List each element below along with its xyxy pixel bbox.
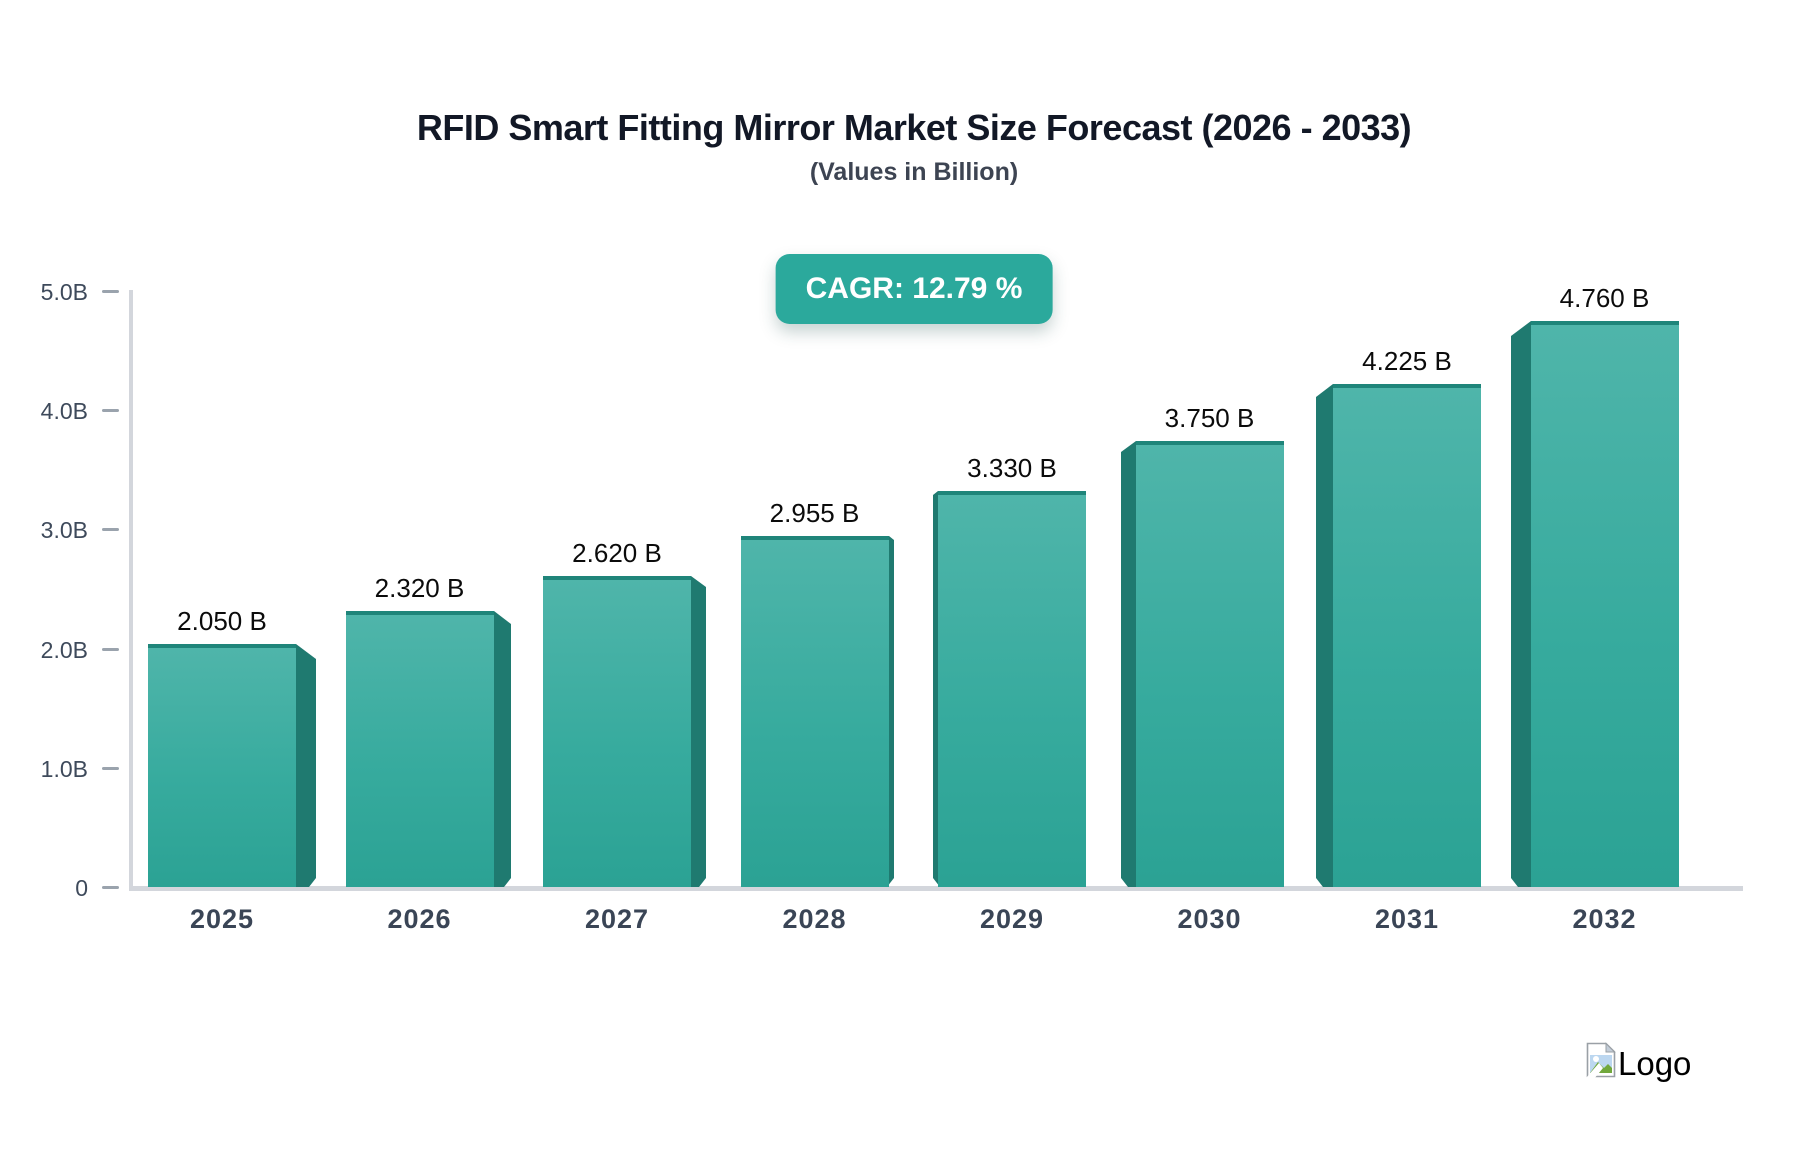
chart-title: RFID Smart Fitting Mirror Market Size Fo…: [416, 107, 1412, 148]
y-tick-label: 0: [75, 875, 88, 901]
bar-2027[interactable]: [543, 576, 706, 887]
bar-face: [1333, 384, 1481, 887]
bar-face: [938, 491, 1086, 887]
x-axis-label-2031: 2031: [1374, 904, 1440, 934]
y-tick-label: 5.0B: [40, 279, 88, 305]
value-label-2030: 3.750 B: [1164, 403, 1255, 433]
bar-2032[interactable]: [1511, 321, 1679, 887]
bar-side-3d: [296, 644, 316, 887]
value-label-2029: 3.330 B: [967, 453, 1057, 483]
y-tick-dash: [102, 409, 119, 413]
y-tick-dash: [102, 766, 119, 770]
bar-face: [741, 536, 889, 887]
bar-2030[interactable]: [1121, 441, 1284, 887]
y-tick-dash: [102, 528, 119, 532]
x-axis-label-2029: 2029: [979, 904, 1045, 934]
bar-face: [543, 576, 691, 887]
bar-side-3d: [1511, 321, 1531, 887]
value-label-2026: 2.320 B: [374, 573, 465, 603]
bar-side-3d: [691, 576, 706, 887]
value-label-2031: 4.225 B: [1362, 346, 1452, 376]
y-tick-label: 4.0B: [40, 398, 88, 425]
bar-face: [1136, 441, 1284, 887]
bar-2031[interactable]: [1316, 384, 1481, 887]
bar-face: [1531, 321, 1679, 887]
y-tick-dash: [102, 290, 119, 293]
x-axis-label-2026: 2026: [387, 904, 452, 934]
bar-face: [148, 644, 296, 887]
value-label-2025: 2.050 B: [177, 606, 267, 636]
bar-side-3d: [933, 491, 938, 887]
bar-side-3d: [889, 536, 894, 887]
broken-image-icon: [1586, 1042, 1616, 1078]
value-label-2028: 2.955 B: [769, 498, 860, 528]
bar-2025[interactable]: [148, 644, 316, 887]
y-tick-label: 3.0B: [40, 517, 88, 544]
bar-face: [346, 611, 494, 887]
x-axis-label-2025: 2025: [189, 904, 255, 934]
bar-2026[interactable]: [346, 611, 511, 887]
bar-2028[interactable]: [741, 536, 894, 887]
x-axis-line: [129, 886, 1743, 891]
bar-side-3d: [1121, 441, 1136, 887]
y-tick-dash: [102, 647, 119, 651]
y-tick-dash: [102, 886, 119, 889]
logo: Logo: [1586, 1038, 1691, 1090]
logo-alt-text: Logo: [1618, 1045, 1692, 1082]
value-label-2032: 4.760 B: [1559, 283, 1650, 313]
bar-2029[interactable]: [933, 491, 1086, 887]
x-axis-label-2027: 2027: [584, 904, 650, 934]
x-axis-label-2028: 2028: [782, 904, 847, 934]
y-axis-line: [129, 290, 133, 888]
x-axis-label-2030: 2030: [1177, 904, 1242, 934]
bar-side-3d: [494, 611, 511, 887]
y-tick-label: 1.0B: [40, 755, 88, 782]
chart-subtitle: (Values in Billion): [809, 158, 1019, 186]
x-axis-label-2032: 2032: [1572, 904, 1637, 934]
value-label-2027: 2.620 B: [572, 538, 662, 568]
y-tick-label: 2.0B: [40, 636, 88, 663]
cagr-badge: CAGR: 12.79 %: [775, 254, 1053, 324]
bar-side-3d: [1316, 384, 1333, 887]
